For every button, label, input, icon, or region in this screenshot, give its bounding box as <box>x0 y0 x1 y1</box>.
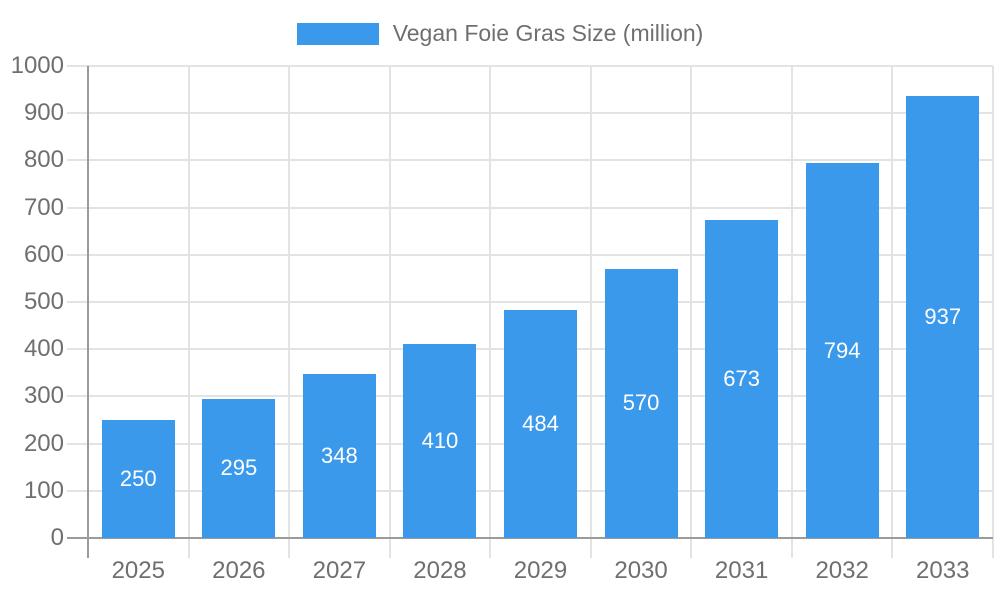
bar-value-label: 348 <box>321 442 358 468</box>
x-axis-tick-label: 2032 <box>815 557 869 584</box>
x-axis-tick-label: 2028 <box>413 557 467 584</box>
y-axis-tick-label: 0 <box>50 524 64 551</box>
bar[interactable]: 570 <box>604 268 678 538</box>
bar-value-label: 570 <box>622 390 660 416</box>
bar[interactable]: 295 <box>202 398 276 538</box>
bar-value-label: 673 <box>723 366 760 392</box>
plot-area: 0 100 200 300 400 500 600 700 800 900 1000 250 2025 2… <box>11 52 994 584</box>
y-axis-tick-label: 100 <box>23 476 64 504</box>
bar[interactable]: 250 <box>101 420 175 538</box>
legend-swatch-icon <box>296 22 379 45</box>
v-gridline <box>388 66 391 558</box>
x-axis-tick-label: 2026 <box>212 557 266 584</box>
h-gridline <box>67 253 993 256</box>
y-axis-tick-label: 600 <box>23 240 64 268</box>
bar[interactable]: 937 <box>906 95 980 538</box>
bar-value-label: 410 <box>421 428 459 454</box>
v-gridline <box>589 66 592 558</box>
v-gridline <box>790 66 793 558</box>
y-axis-line <box>87 66 89 558</box>
bar-value-label: 250 <box>119 466 157 491</box>
y-axis-tick-label: 1000 <box>10 52 64 79</box>
y-axis-tick-label: 500 <box>23 288 64 315</box>
h-gridline <box>67 159 993 162</box>
bar[interactable]: 673 <box>705 220 779 538</box>
bar-value-label: 295 <box>220 455 258 481</box>
bar-value-label: 937 <box>924 303 962 329</box>
bar[interactable]: 410 <box>403 344 477 538</box>
bar-value-label: 794 <box>823 337 861 363</box>
v-gridline <box>288 66 291 558</box>
h-gridline <box>67 65 993 67</box>
v-gridline <box>187 66 190 558</box>
x-axis-line <box>67 537 993 539</box>
x-axis-tick-label: 2027 <box>312 557 367 584</box>
y-axis-tick-label: 900 <box>23 99 64 127</box>
y-axis-tick-label: 700 <box>23 193 64 221</box>
bar[interactable]: 348 <box>302 373 376 538</box>
v-gridline <box>992 66 994 558</box>
y-axis-tick-label: 300 <box>23 382 64 410</box>
h-gridline <box>67 301 993 303</box>
x-axis-tick-label: 2031 <box>714 557 769 584</box>
y-axis-tick-label: 800 <box>23 146 64 174</box>
legend-label: Vegan Foie Gras Size (million) <box>392 20 704 46</box>
h-gridline <box>67 112 993 115</box>
bar[interactable]: 484 <box>504 309 577 538</box>
y-axis-tick-label: 200 <box>23 429 64 457</box>
x-axis-tick-label: 2025 <box>111 557 165 584</box>
v-gridline <box>489 66 492 558</box>
bar[interactable]: 794 <box>805 163 879 538</box>
v-gridline <box>891 66 894 558</box>
h-gridline <box>67 206 993 209</box>
y-axis-tick-label: 400 <box>23 335 64 363</box>
v-gridline <box>690 66 693 558</box>
x-axis-tick-label: 2030 <box>614 557 668 584</box>
x-axis-tick-label: 2033 <box>916 557 970 584</box>
chart-legend[interactable]: Vegan Foie Gras Size (million) <box>0 20 1000 47</box>
x-axis-tick-label: 2029 <box>513 557 568 584</box>
bar-value-label: 484 <box>522 410 559 436</box>
